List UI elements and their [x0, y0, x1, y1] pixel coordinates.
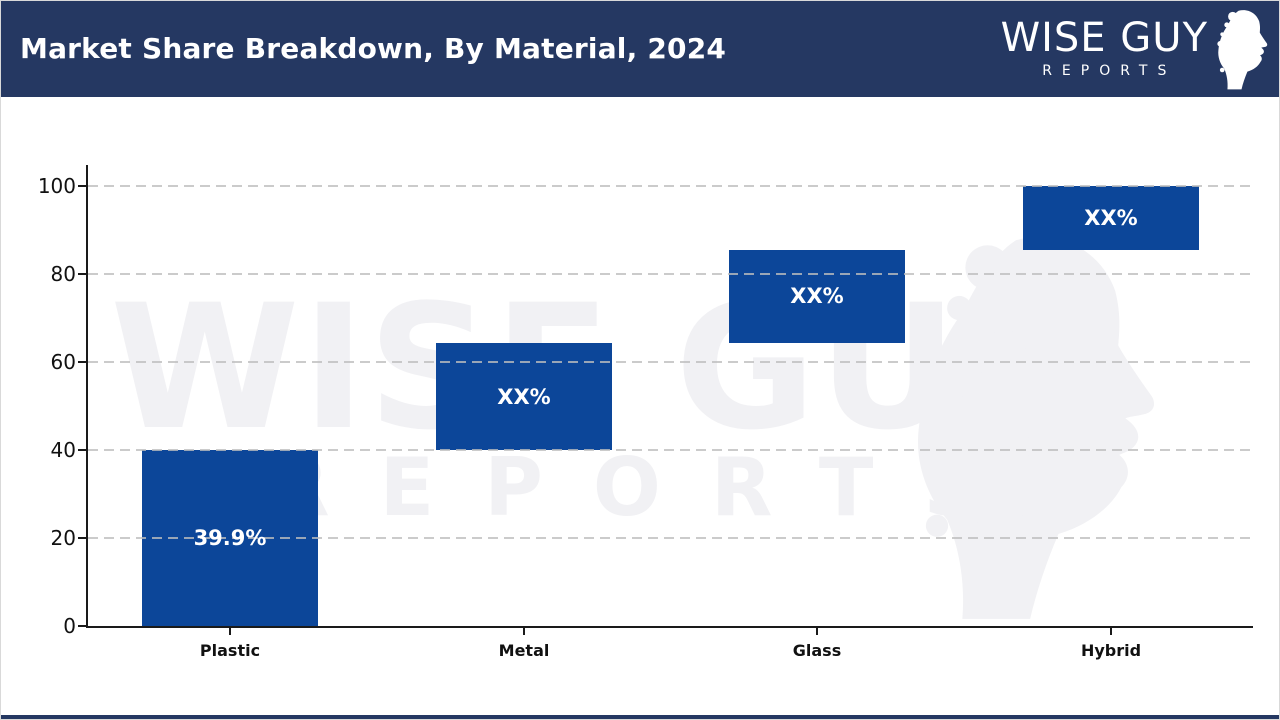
y-axis-tick-label: 0 [63, 614, 76, 638]
y-axis-tick-label: 100 [37, 174, 76, 198]
footer-bar [0, 715, 1280, 720]
bar-value-label: 39.9% [193, 526, 267, 551]
gridline-20 [88, 537, 1253, 539]
y-axis-tick [78, 625, 88, 627]
x-axis-category-label: Glass [792, 641, 842, 660]
y-axis-tick-label: 80 [50, 262, 76, 286]
x-axis-tick [229, 628, 231, 635]
page-title: Market Share Breakdown, By Material, 202… [20, 32, 727, 65]
y-axis-tick [78, 273, 88, 275]
x-axis-category-label: Metal [498, 641, 550, 660]
bar-hybrid [1023, 186, 1199, 250]
x-axis-tick [523, 628, 525, 635]
wise-guy-reports-logo: WISE GUY REPORTS [1001, 7, 1276, 91]
x-axis-tick [1110, 628, 1112, 635]
y-axis-tick [78, 361, 88, 363]
bar-value-label: XX% [1084, 205, 1138, 230]
y-axis-tick [78, 185, 88, 187]
x-axis-category-label: Hybrid [1080, 641, 1142, 660]
logo-face-icon [1217, 9, 1268, 89]
bar-value-label: XX% [790, 284, 844, 309]
y-axis-line [86, 165, 88, 628]
x-axis-tick [816, 628, 818, 635]
bar-value-label: XX% [497, 384, 551, 409]
logo-text: WISE GUY REPORTS [1001, 18, 1208, 79]
gridline-40 [88, 449, 1253, 451]
gridline-100 [88, 185, 1253, 187]
y-axis-tick-label: 60 [50, 350, 76, 374]
y-axis-tick [78, 449, 88, 451]
bar-metal [436, 342, 612, 451]
y-axis-tick [78, 537, 88, 539]
bar-glass [729, 249, 905, 343]
gridline-60 [88, 361, 1253, 363]
watermark-subtext: REPORTS [268, 441, 1032, 534]
x-axis-category-label: Plastic [199, 641, 261, 660]
y-axis-tick-label: 40 [50, 438, 76, 462]
y-axis-tick-label: 20 [50, 526, 76, 550]
logo-wordmark: WISE GUY [1000, 15, 1208, 61]
watermark-face-icon [913, 236, 1155, 619]
logo-subtext: REPORTS [1042, 63, 1177, 79]
gridline-80 [88, 273, 1253, 275]
x-axis-line [86, 626, 1253, 628]
header-bar: Market Share Breakdown, By Material, 202… [0, 0, 1280, 97]
